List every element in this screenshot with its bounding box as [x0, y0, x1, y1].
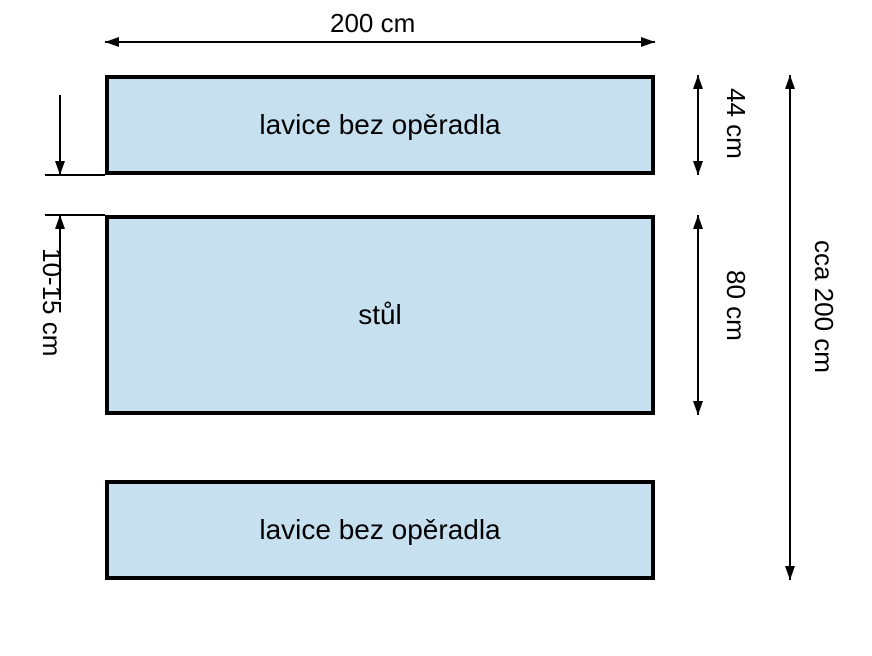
table-box: stůl: [105, 215, 655, 415]
bench-bottom-box: lavice bez opěradla: [105, 480, 655, 580]
dim-total-h: cca 200 cm: [808, 240, 839, 373]
dim-bench-h: 44 cm: [720, 88, 751, 159]
bench-bottom-label: lavice bez opěradla: [259, 514, 500, 546]
dim-table-h: 80 cm: [720, 270, 751, 341]
bench-top-box: lavice bez opěradla: [105, 75, 655, 175]
dim-width-top: 200 cm: [330, 8, 415, 39]
table-label: stůl: [358, 299, 402, 331]
bench-top-label: lavice bez opěradla: [259, 109, 500, 141]
dim-gap: 10-15 cm: [36, 248, 67, 356]
